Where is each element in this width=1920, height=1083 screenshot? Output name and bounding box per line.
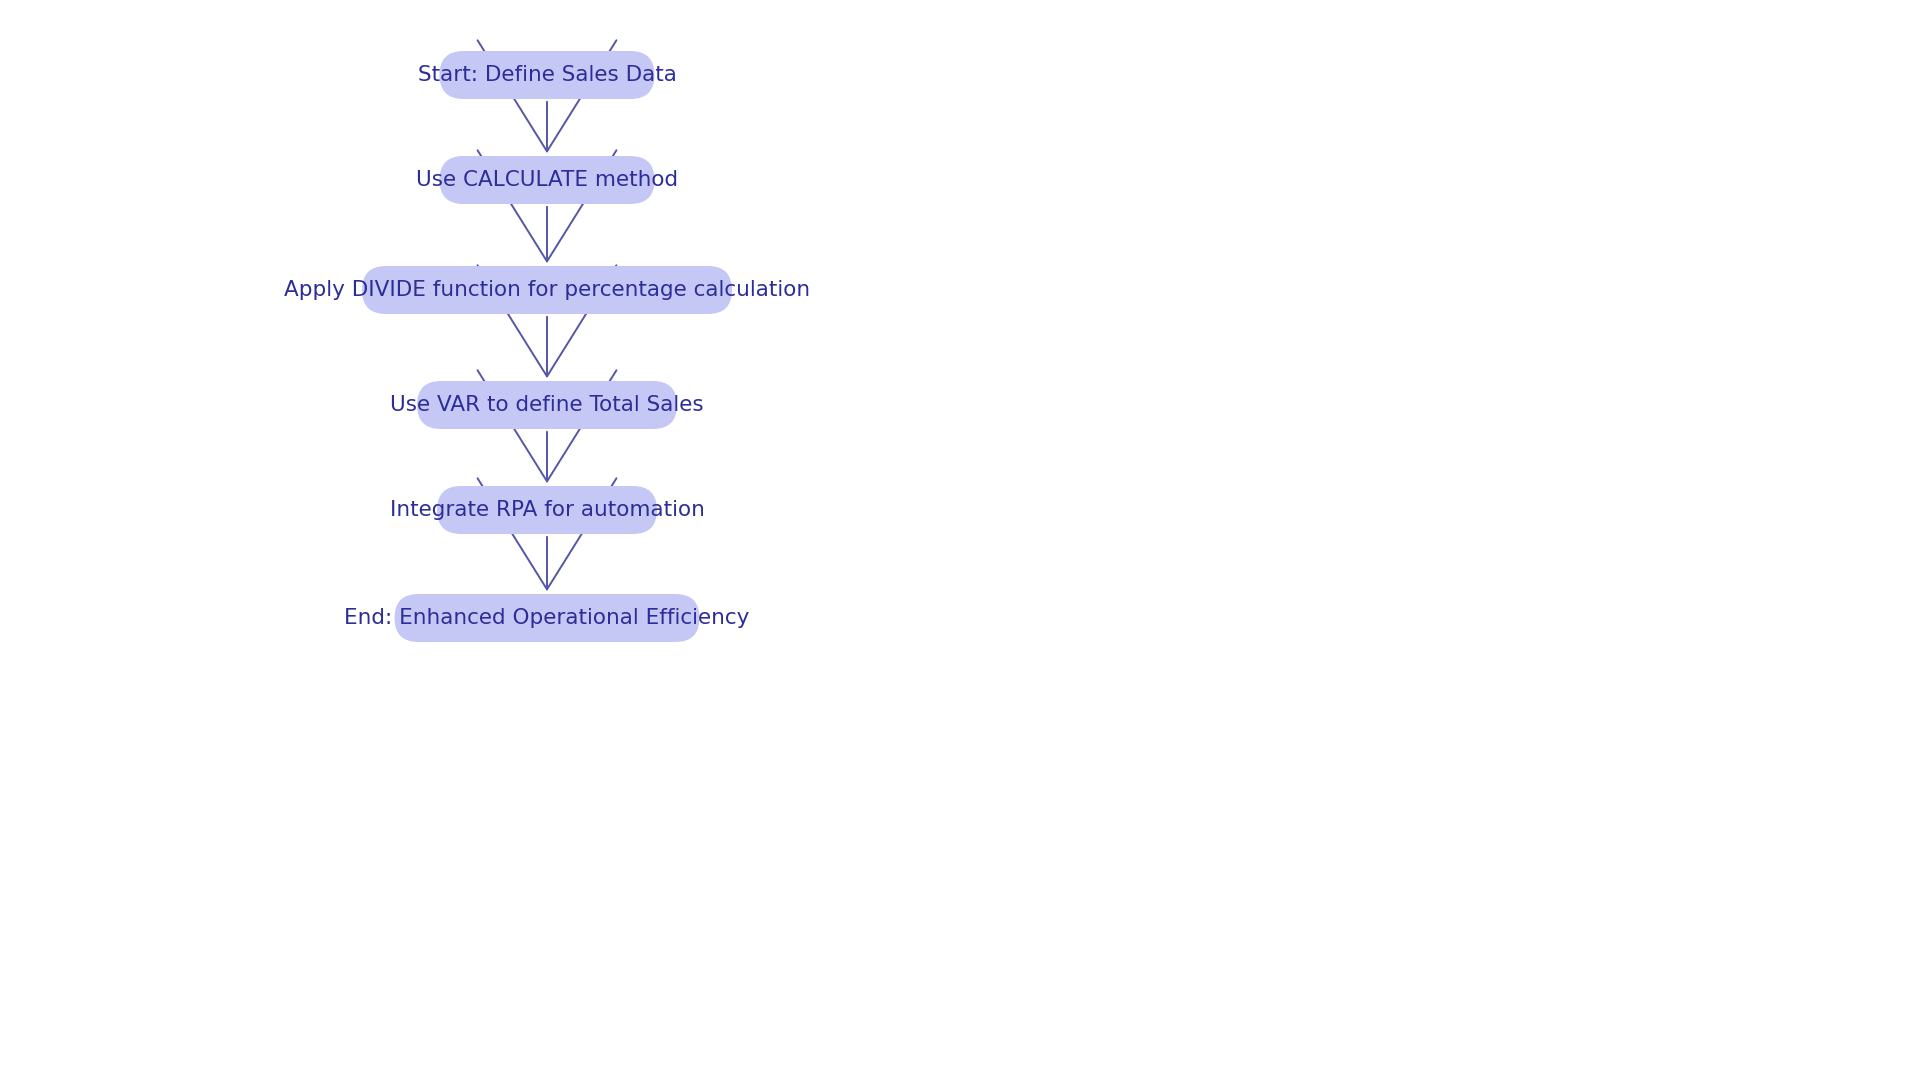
- Text: Integrate RPA for automation: Integrate RPA for automation: [390, 500, 705, 520]
- FancyBboxPatch shape: [363, 266, 732, 314]
- Text: Apply DIVIDE function for percentage calculation: Apply DIVIDE function for percentage cal…: [284, 280, 810, 300]
- Text: Use VAR to define Total Sales: Use VAR to define Total Sales: [390, 395, 705, 415]
- Text: End: Enhanced Operational Efficiency: End: Enhanced Operational Efficiency: [344, 608, 749, 628]
- FancyBboxPatch shape: [440, 156, 655, 204]
- Text: Start: Define Sales Data: Start: Define Sales Data: [417, 65, 676, 84]
- FancyBboxPatch shape: [440, 51, 655, 99]
- FancyBboxPatch shape: [394, 593, 699, 642]
- FancyBboxPatch shape: [417, 381, 678, 429]
- FancyBboxPatch shape: [438, 486, 657, 534]
- Text: Use CALCULATE method: Use CALCULATE method: [417, 170, 678, 190]
